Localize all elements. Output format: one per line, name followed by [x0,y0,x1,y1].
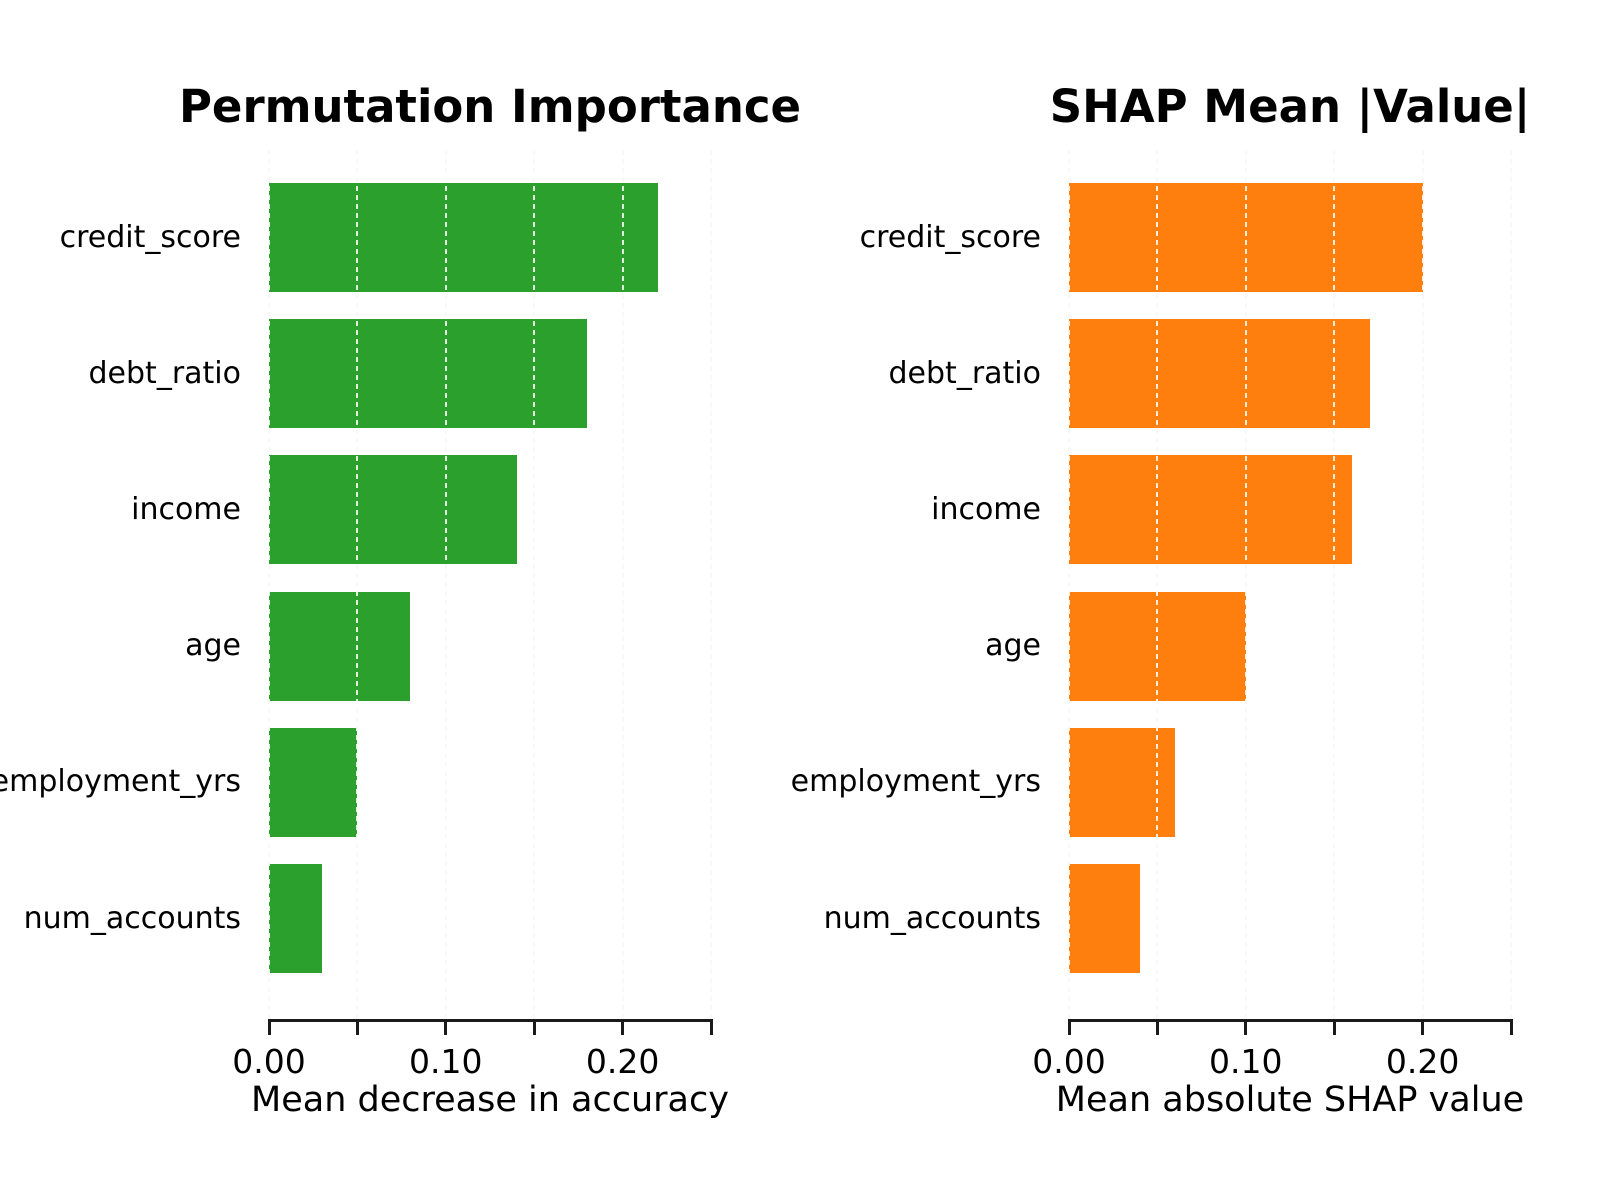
gridline [444,150,447,1020]
gridline [1333,150,1336,1020]
ytick-label-income: income [131,491,241,527]
xtick-label-0.10: 0.10 [1209,1042,1283,1081]
ytick-label-num_accounts: num_accounts [23,900,241,936]
bar-employment_yrs [1069,727,1176,837]
gridline [1068,150,1070,1020]
gridline [533,150,536,1020]
ytick-label-employment_yrs: employment_yrs [0,764,241,800]
x-axis-tick [355,1020,359,1035]
gridline [268,150,270,1020]
ytick-label-age: age [985,628,1041,664]
ytick-label-debt_ratio: debt_ratio [88,355,241,391]
x-axis-tick [1509,1020,1513,1035]
x-axis-tick [1155,1020,1159,1035]
x-axis-tick [532,1020,536,1035]
ytick-label-income: income [931,491,1041,527]
gridline [1156,150,1159,1020]
xtick-label-0.00: 0.00 [1032,1042,1106,1081]
bar-num_accounts [269,864,323,973]
gridline [621,150,624,1020]
bar-debt_ratio [269,319,588,429]
x-axis-spine [1068,1019,1513,1022]
bar-income [269,455,517,565]
x-axis-label: Mean decrease in accuracy [251,1080,729,1120]
xtick-label-0.20: 0.20 [1385,1042,1460,1081]
xtick-label-0.10: 0.10 [409,1042,483,1081]
gridline [1421,150,1424,1020]
x-axis-tick [1067,1020,1071,1035]
bar-employment_yrs [269,727,358,837]
bar-num_accounts [1069,864,1140,973]
gridline [1510,150,1512,1020]
x-axis-tick [1244,1020,1248,1035]
x-axis-tick [267,1020,271,1035]
ytick-label-credit_score: credit_score [859,219,1041,255]
gridline [1244,150,1247,1020]
x-axis-tick [1332,1020,1336,1035]
gridline [356,150,359,1020]
chart-title: Permutation Importance [178,80,802,134]
x-axis-tick [1421,1020,1425,1035]
x-axis-tick [709,1020,713,1035]
ytick-label-debt_ratio: debt_ratio [888,355,1041,391]
ytick-label-credit_score: credit_score [59,219,241,255]
bar-income [1069,455,1352,565]
ytick-label-employment_yrs: employment_yrs [790,764,1041,800]
x-axis-tick [621,1020,625,1035]
gridline [710,150,712,1020]
ytick-label-num_accounts: num_accounts [823,900,1041,936]
xtick-label-0.20: 0.20 [585,1042,660,1081]
x-axis-tick [444,1020,448,1035]
x-axis-spine [268,1019,713,1022]
bar-debt_ratio [1069,319,1370,429]
x-axis-label: Mean absolute SHAP value [1055,1080,1525,1120]
bar-credit_score [269,183,658,292]
chart-title: SHAP Mean |Value| [1049,80,1531,134]
bar-age [269,591,411,701]
ytick-label-age: age [185,628,241,664]
xtick-label-0.00: 0.00 [232,1042,306,1081]
